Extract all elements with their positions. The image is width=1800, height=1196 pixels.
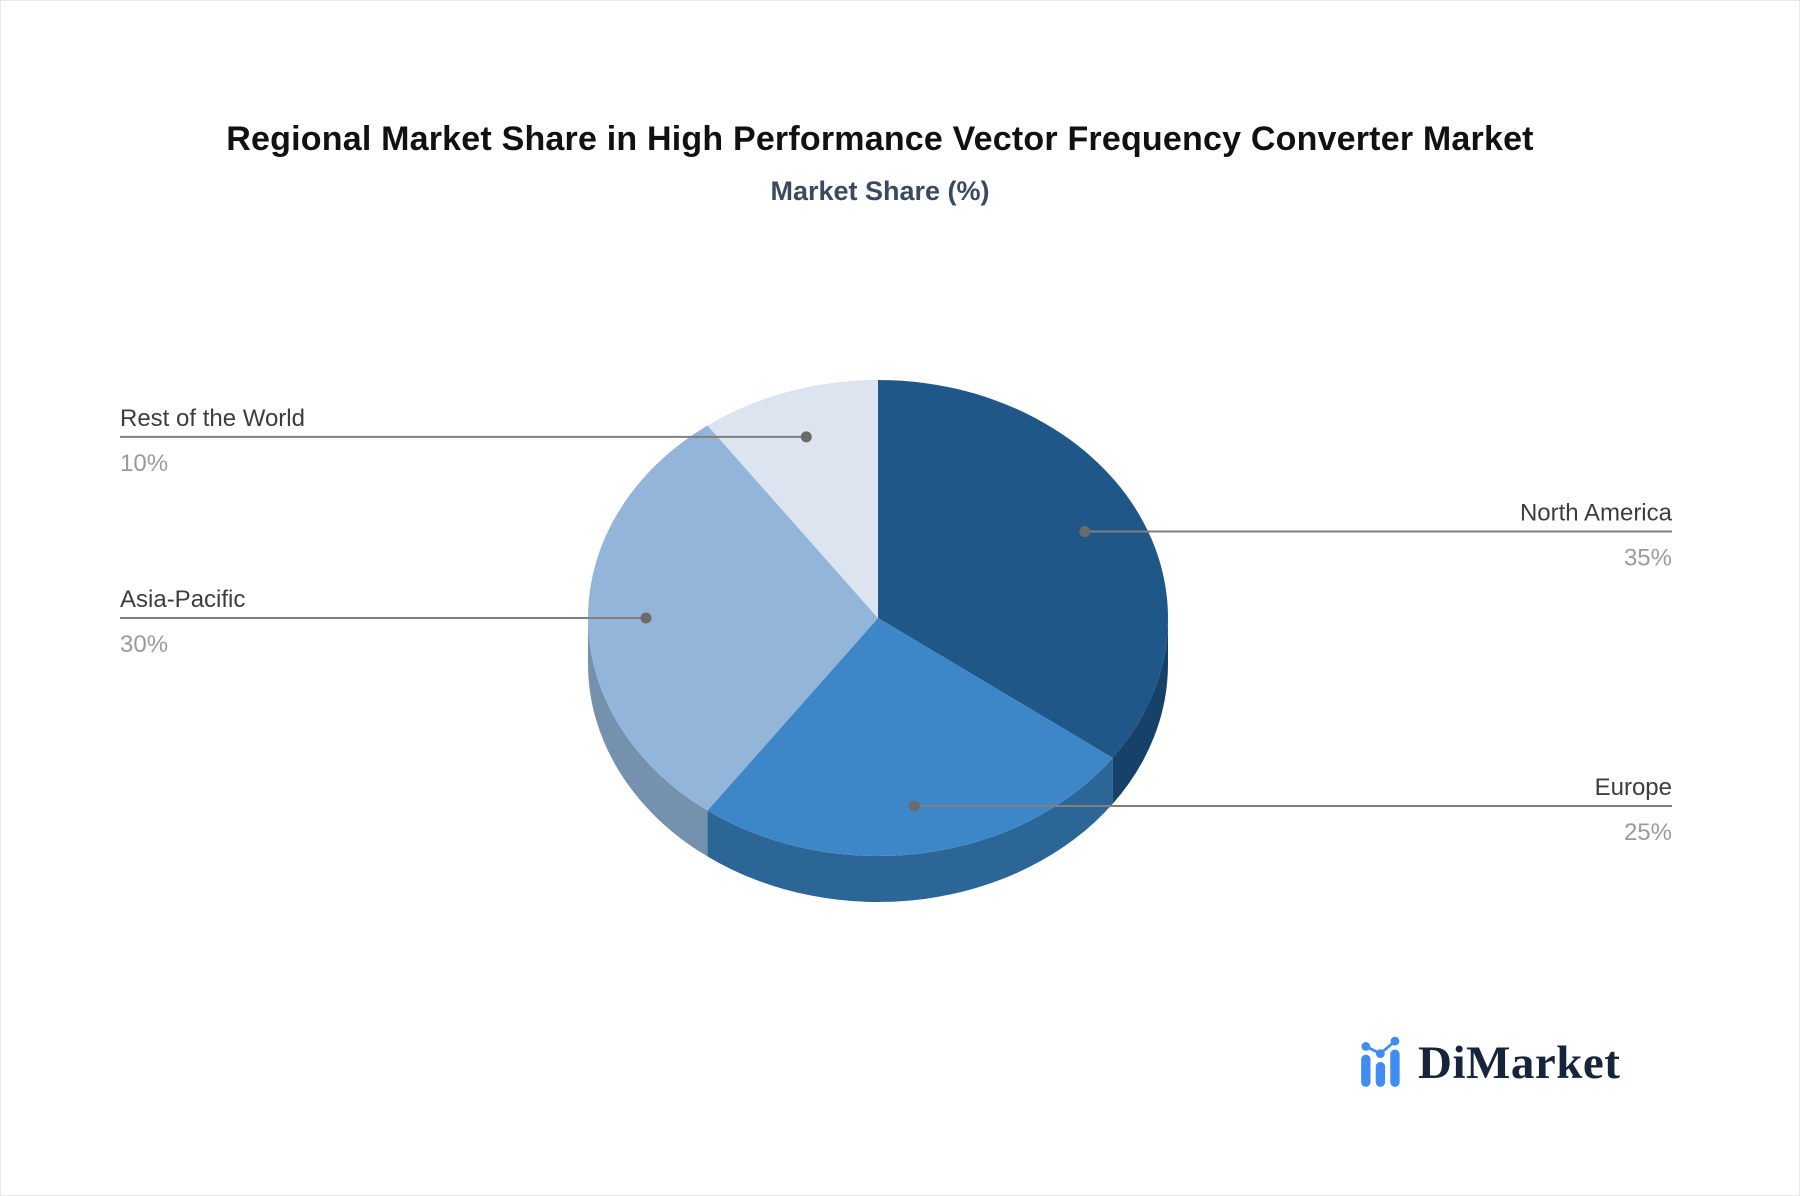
slice-label-north-america: North America — [1520, 500, 1673, 527]
pie-slice-north-america[interactable] — [878, 380, 1168, 758]
chart-subtitle: Market Share (%) — [770, 176, 990, 206]
leader-dot-rest-of-the-world — [800, 431, 812, 443]
slice-label-asia-pacific: Asia-Pacific — [120, 586, 245, 613]
leader-dot-north-america — [1079, 526, 1091, 538]
bar-chart-logo-icon — [1361, 1037, 1400, 1087]
logo: DiMarket — [1360, 1036, 1620, 1090]
leader-dot-europe — [908, 800, 920, 812]
slice-label-rest-of-the-world: Rest of the World — [120, 405, 305, 432]
pie-slice-rest-of-the-world[interactable] — [707, 380, 878, 618]
leader-dot-asia-pacific — [640, 612, 652, 624]
logo-text: DiMarket — [1418, 1037, 1621, 1089]
slice-percentage-rest-of-the-world: 10% — [120, 450, 168, 477]
slice-percentage-europe: 25% — [1624, 819, 1672, 846]
pie-slice-europe[interactable] — [707, 618, 1113, 856]
pie-slice-side-north-america — [1112, 618, 1168, 804]
pie-slice-side-europe — [707, 757, 1113, 902]
pie-slice-asia-pacific[interactable] — [588, 425, 878, 811]
chart-title: Regional Market Share in High Performanc… — [226, 120, 1534, 158]
slice-label-europe: Europe — [1595, 774, 1672, 801]
pie-slice-side-asia-pacific — [588, 618, 708, 857]
slice-percentage-north-america: 35% — [1624, 545, 1672, 572]
slice-percentage-asia-pacific: 30% — [120, 631, 168, 658]
